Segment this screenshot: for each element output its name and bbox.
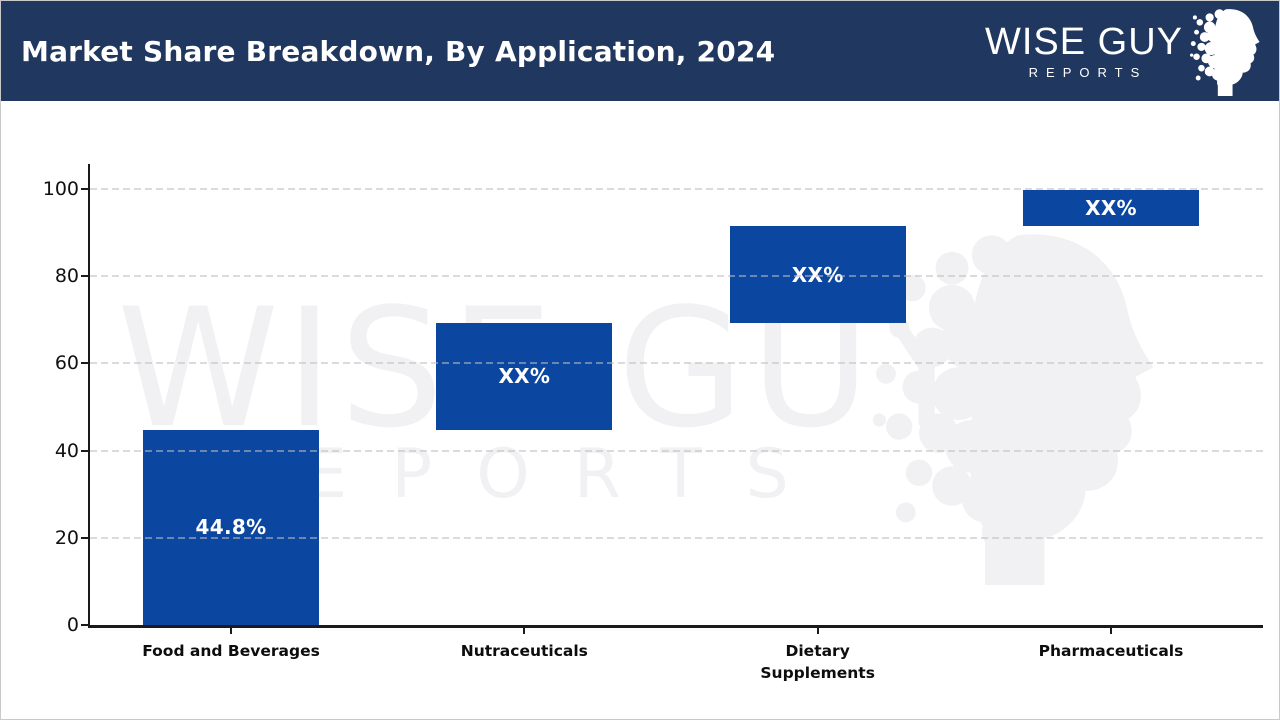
bar-value-label: XX% xyxy=(791,262,844,287)
bar-value-label: XX% xyxy=(498,364,551,389)
x-axis-line xyxy=(87,625,1263,628)
page-title: Market Share Breakdown, By Application, … xyxy=(21,34,776,68)
gridline-60 xyxy=(90,362,1263,365)
x-category-label: Pharmaceuticals xyxy=(1038,642,1184,660)
bar-value-label: 44.8% xyxy=(195,515,267,540)
y-axis-line xyxy=(87,164,90,628)
y-tick-mark xyxy=(81,449,90,452)
bar-nutraceuticals: XX% xyxy=(436,322,613,430)
gridline-40 xyxy=(90,449,1263,452)
logo-head-profile-icon xyxy=(1185,6,1267,96)
header-bar: Market Share Breakdown, By Application, … xyxy=(1,1,1279,101)
logo-brand-subtitle: REPORTS xyxy=(1028,65,1148,80)
y-tick-mark xyxy=(81,536,90,539)
gridline-100 xyxy=(90,188,1263,190)
wise-guy-reports-logo: WISE GUY REPORTS xyxy=(985,6,1267,96)
y-tick-label: 0 xyxy=(66,614,79,636)
gridline-20 xyxy=(90,536,1263,539)
y-tick-mark xyxy=(81,275,90,278)
logo-brand-name: WISE GUY xyxy=(984,21,1183,63)
y-tick-label: 40 xyxy=(54,439,79,462)
y-tick-mark xyxy=(81,362,90,365)
bar-value-label: XX% xyxy=(1085,196,1137,221)
y-tick-label: 60 xyxy=(54,352,79,375)
x-tick-mark xyxy=(523,626,526,634)
y-tick-label: 100 xyxy=(42,178,79,200)
y-tick-label: 80 xyxy=(54,265,79,288)
x-tick-mark xyxy=(230,626,232,634)
gridline-80 xyxy=(90,275,1263,278)
x-tick-mark xyxy=(816,626,819,634)
bar-dietary-supplements: XX% xyxy=(729,226,906,323)
y-tick-label: 20 xyxy=(54,526,79,549)
y-tick-mark xyxy=(81,624,90,626)
x-category-label: Nutraceuticals xyxy=(460,642,588,660)
x-category-label: Food and Beverages xyxy=(142,642,320,660)
y-tick-mark xyxy=(81,188,90,190)
x-category-label: Dietary Supplements xyxy=(760,642,875,682)
x-tick-mark xyxy=(1109,626,1112,634)
bar-pharmaceuticals: XX% xyxy=(1022,189,1199,227)
bar-food-and-beverages: 44.8% xyxy=(143,429,319,625)
